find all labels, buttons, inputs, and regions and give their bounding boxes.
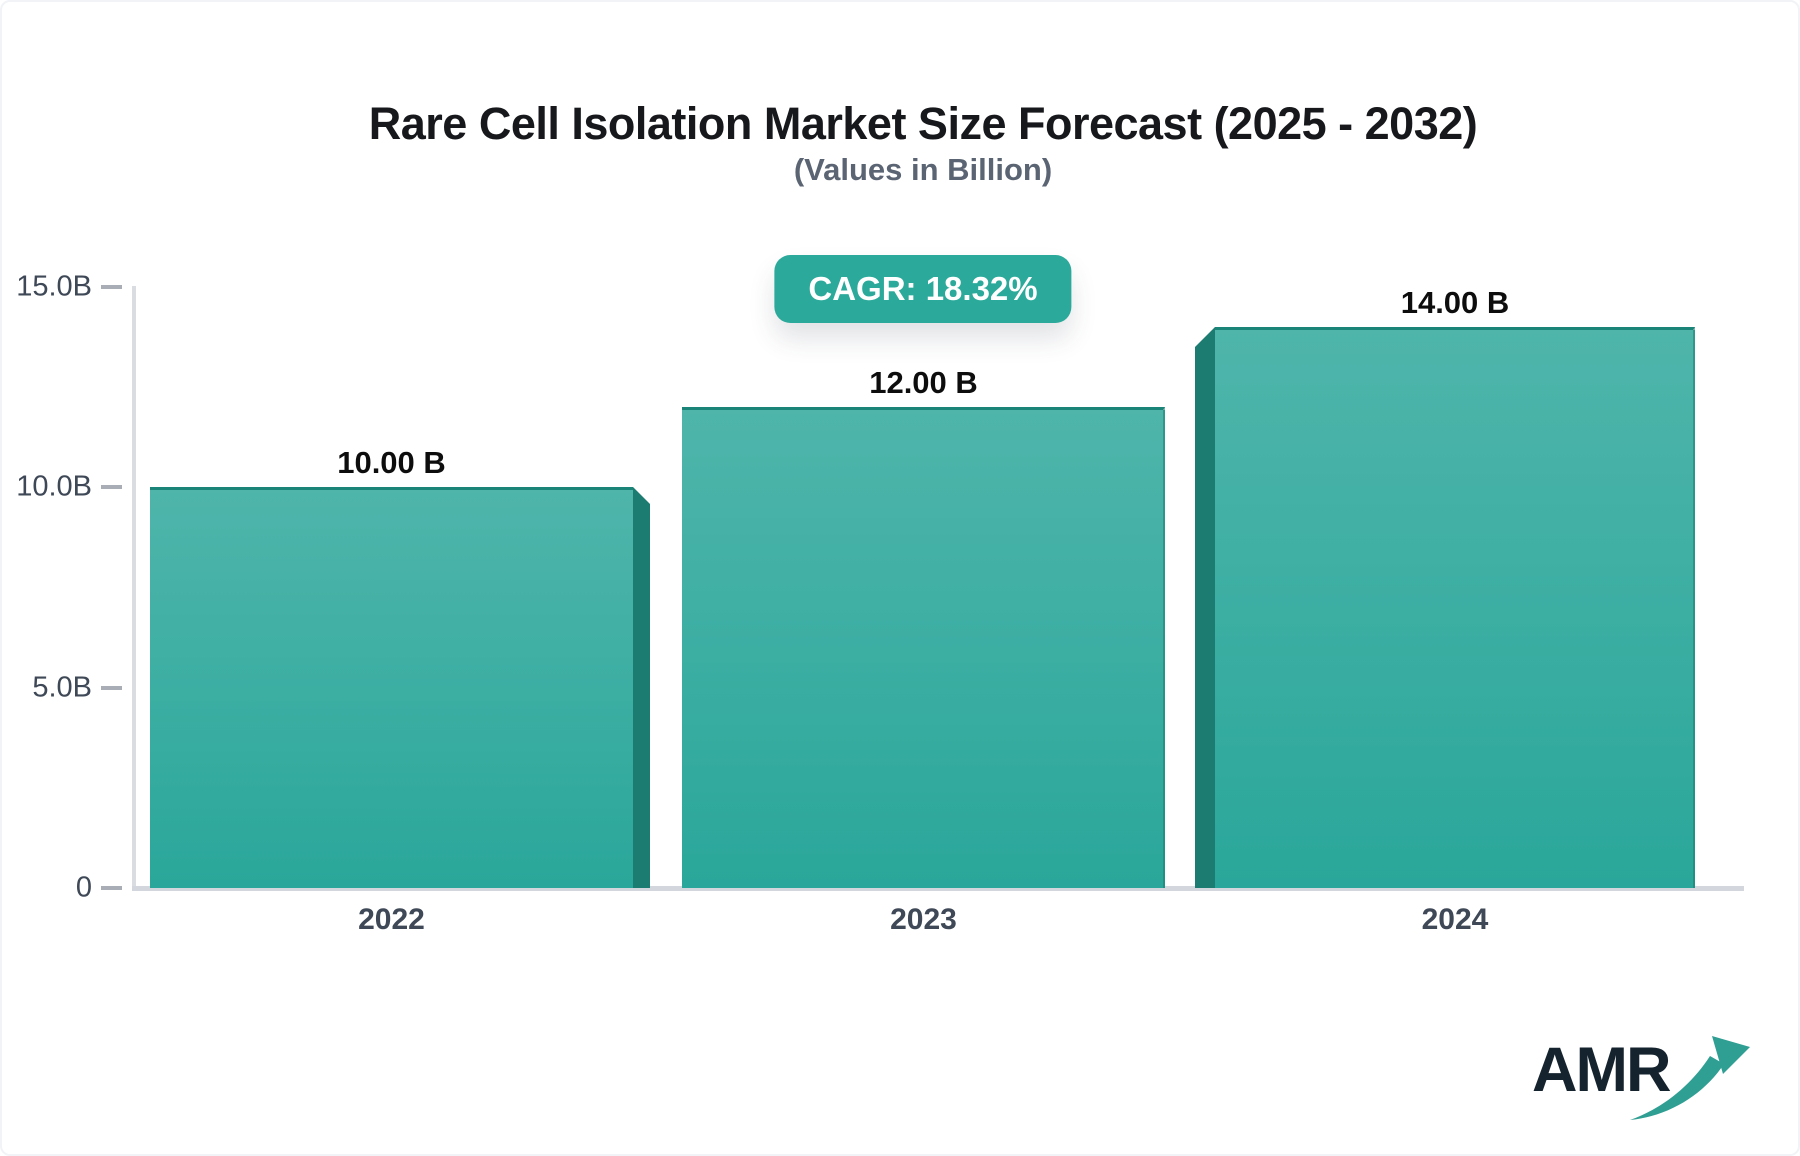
bar-2022 [150, 487, 633, 888]
y-tick-label: 10.0B [16, 470, 92, 503]
x-axis-line [132, 886, 1744, 891]
y-tick-dash [101, 685, 122, 690]
y-tick-label: 0 [75, 871, 92, 904]
y-axis-line [132, 286, 136, 890]
x-category-label: 2024 [1421, 903, 1489, 936]
amr-logo-text: AMR [1532, 1035, 1671, 1105]
bar-value-label: 10.00 B [337, 445, 446, 480]
bar-value-label: 12.00 B [869, 365, 978, 400]
x-category-label: 2022 [358, 903, 425, 936]
bar-bevel-left [1195, 327, 1215, 888]
y-tick-label: 15.0B [16, 270, 92, 302]
bar-bevel-right [633, 487, 650, 888]
bar-2024 [1215, 327, 1695, 888]
y-tick-dash [101, 284, 122, 289]
amr-logo: AMR [1532, 1034, 1750, 1124]
growth-arrow-icon [1630, 1036, 1750, 1120]
y-tick-dash [101, 886, 122, 890]
chart-subtitle: (Values in Billion) [793, 152, 1053, 187]
bar-2023 [682, 407, 1165, 888]
y-tick-dash [101, 485, 122, 489]
bar-value-label: 14.00 B [1400, 285, 1510, 320]
y-tick-label: 5.0B [32, 671, 92, 703]
chart-title: Rare Cell Isolation Market Size Forecast… [368, 98, 1478, 149]
x-category-label: 2023 [890, 903, 957, 936]
cagr-badge: CAGR: 18.32% [774, 255, 1072, 323]
